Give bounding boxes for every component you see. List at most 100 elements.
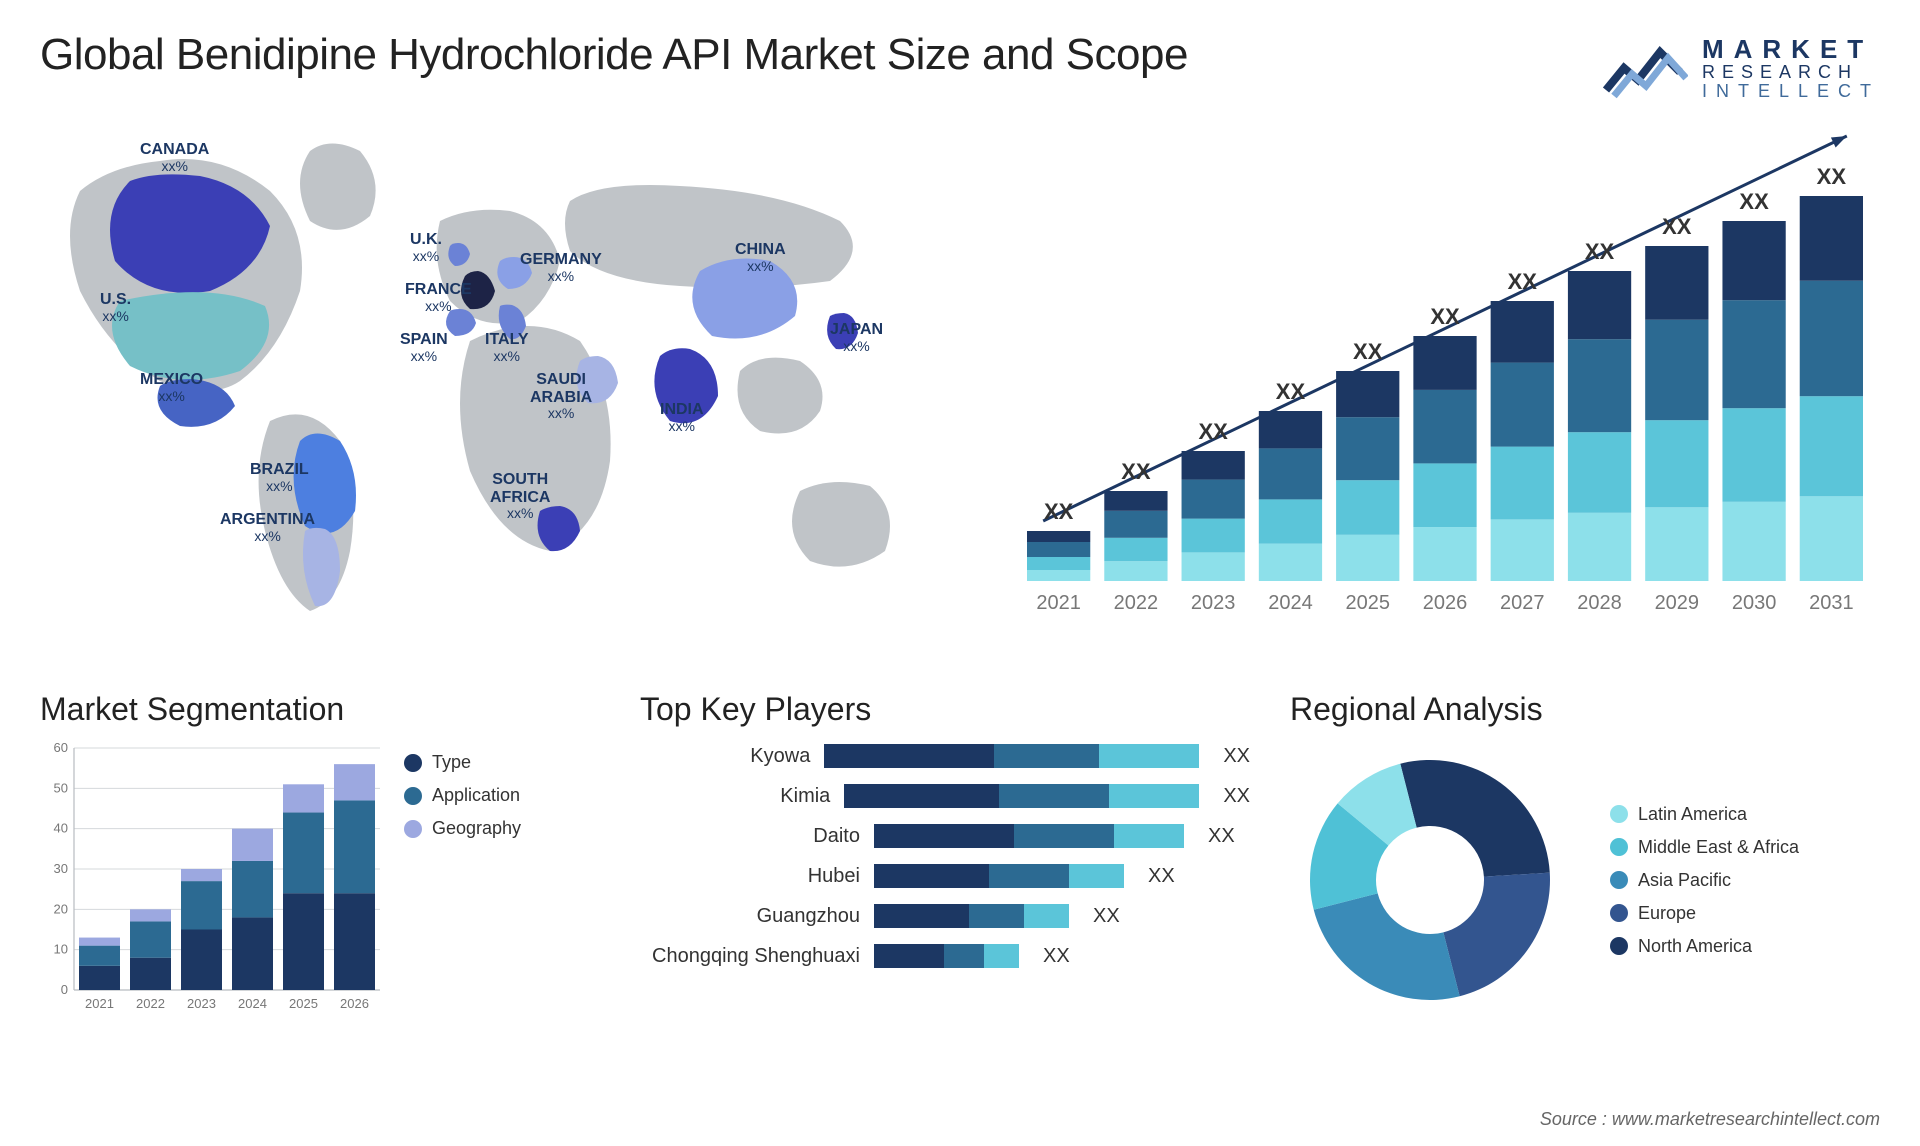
svg-text:2021: 2021 bbox=[1036, 592, 1081, 614]
svg-text:2024: 2024 bbox=[238, 996, 267, 1011]
svg-text:XX: XX bbox=[1044, 499, 1074, 524]
player-bar-segment bbox=[969, 904, 1024, 928]
svg-text:2025: 2025 bbox=[1345, 592, 1390, 614]
bottom-row: Market Segmentation 01020304050602021202… bbox=[40, 691, 1880, 1051]
players-panel: Top Key Players KyowaXXKimiaXXDaitoXXHub… bbox=[640, 691, 1250, 1051]
map-label-southafrica: SOUTHAFRICAxx% bbox=[490, 471, 550, 522]
svg-text:2023: 2023 bbox=[1191, 592, 1236, 614]
map-label-argentina: ARGENTINAxx% bbox=[220, 511, 315, 544]
regional-title: Regional Analysis bbox=[1290, 691, 1880, 728]
svg-text:2023: 2023 bbox=[187, 996, 216, 1011]
svg-text:2031: 2031 bbox=[1809, 592, 1854, 614]
svg-text:2021: 2021 bbox=[85, 996, 114, 1011]
legend-swatch bbox=[1610, 838, 1628, 856]
svg-text:XX: XX bbox=[1430, 304, 1460, 329]
svg-text:2024: 2024 bbox=[1268, 592, 1313, 614]
player-bar-segment bbox=[844, 784, 999, 808]
player-row: Guangzhou XX bbox=[640, 900, 1250, 932]
logo-text: MARKET RESEARCH INTELLECT bbox=[1702, 36, 1880, 101]
legend-swatch bbox=[404, 754, 422, 772]
map-label-germany: GERMANYxx% bbox=[520, 251, 602, 284]
svg-text:XX: XX bbox=[1662, 214, 1692, 239]
player-value: XX bbox=[1043, 945, 1070, 968]
svg-text:XX: XX bbox=[1817, 164, 1847, 189]
player-row: Chongqing Shenghuaxi XX bbox=[640, 940, 1250, 972]
regional-donut-chart bbox=[1290, 740, 1570, 1020]
map-label-india: INDIAxx% bbox=[660, 401, 704, 434]
map-label-spain: SPAINxx% bbox=[400, 331, 448, 364]
svg-text:XX: XX bbox=[1739, 189, 1769, 214]
player-bar-segment bbox=[1014, 824, 1114, 848]
source-attribution: Source : www.marketresearchintellect.com bbox=[1540, 1109, 1880, 1130]
legend-swatch bbox=[1610, 904, 1628, 922]
player-bar bbox=[844, 784, 1199, 808]
svg-text:60: 60 bbox=[54, 740, 68, 755]
world-map-panel: CANADAxx%U.S.xx%MEXICOxx%BRAZILxx%ARGENT… bbox=[40, 131, 950, 661]
player-row: KyowaXX bbox=[640, 740, 1250, 772]
player-bar bbox=[874, 864, 1124, 888]
player-row: Kimia XX bbox=[640, 780, 1250, 812]
segmentation-legend: Type Application Geography bbox=[404, 740, 521, 1020]
logo-mark-icon bbox=[1602, 38, 1688, 100]
segmentation-legend-item: Application bbox=[404, 785, 521, 806]
svg-text:2027: 2027 bbox=[1500, 592, 1545, 614]
svg-text:10: 10 bbox=[54, 942, 68, 957]
header: Global Benidipine Hydrochloride API Mark… bbox=[40, 30, 1880, 101]
player-row: DaitoXX bbox=[640, 820, 1250, 852]
player-name: Guangzhou bbox=[640, 905, 860, 928]
regional-legend-item: Middle East & Africa bbox=[1610, 837, 1799, 858]
map-label-brazil: BRAZILxx% bbox=[250, 461, 309, 494]
player-name: Chongqing Shenghuaxi bbox=[640, 945, 860, 968]
player-bar-segment bbox=[1109, 784, 1199, 808]
players-body: KyowaXXKimiaXXDaitoXXHubeiXXGuangzhouXXC… bbox=[640, 740, 1250, 972]
segmentation-bar-chart: 0102030405060202120222023202420252026 bbox=[40, 740, 380, 1020]
growth-chart-panel: XX 2021 XX 2022 XX 2023 XX 2024 XX 2025 XX 2026 XX 20… bbox=[1010, 131, 1880, 661]
map-label-china: CHINAxx% bbox=[735, 241, 786, 274]
segmentation-panel: Market Segmentation 01020304050602021202… bbox=[40, 691, 600, 1051]
player-bar-segment bbox=[984, 944, 1019, 968]
player-bar-segment bbox=[874, 944, 944, 968]
player-bar bbox=[824, 744, 1199, 768]
player-value: XX bbox=[1208, 825, 1235, 848]
map-label-canada: CANADAxx% bbox=[140, 141, 209, 174]
legend-swatch bbox=[1610, 937, 1628, 955]
segmentation-legend-item: Type bbox=[404, 752, 521, 773]
svg-text:20: 20 bbox=[54, 901, 68, 916]
player-name: Hubei bbox=[640, 865, 860, 888]
svg-text:2022: 2022 bbox=[136, 996, 165, 1011]
player-bar-segment bbox=[1069, 864, 1124, 888]
svg-text:40: 40 bbox=[54, 821, 68, 836]
regional-legend-item: Asia Pacific bbox=[1610, 870, 1799, 891]
player-bar-segment bbox=[874, 864, 989, 888]
svg-text:XX: XX bbox=[1353, 339, 1383, 364]
svg-text:XX: XX bbox=[1121, 459, 1151, 484]
svg-text:XX: XX bbox=[1508, 269, 1538, 294]
player-value: XX bbox=[1093, 905, 1120, 928]
brand-logo: MARKET RESEARCH INTELLECT bbox=[1602, 36, 1880, 101]
svg-text:2026: 2026 bbox=[1423, 592, 1468, 614]
map-label-italy: ITALYxx% bbox=[485, 331, 529, 364]
top-row: CANADAxx%U.S.xx%MEXICOxx%BRAZILxx%ARGENT… bbox=[40, 131, 1880, 661]
player-value: XX bbox=[1148, 865, 1175, 888]
legend-swatch bbox=[404, 820, 422, 838]
svg-text:2029: 2029 bbox=[1655, 592, 1700, 614]
infographic-page: Global Benidipine Hydrochloride API Mark… bbox=[0, 0, 1920, 1146]
regional-panel: Regional Analysis Latin America Middle Ea… bbox=[1290, 691, 1880, 1051]
segmentation-legend-item: Geography bbox=[404, 818, 521, 839]
player-value: XX bbox=[1223, 745, 1250, 768]
player-bar-segment bbox=[874, 904, 969, 928]
player-bar-segment bbox=[1114, 824, 1184, 848]
legend-swatch bbox=[1610, 805, 1628, 823]
growth-bar-chart: XX 2021 XX 2022 XX 2023 XX 2024 XX 2025 XX 2026 XX 20… bbox=[1010, 131, 1880, 641]
player-name: Kimia bbox=[640, 785, 830, 808]
svg-text:XX: XX bbox=[1276, 379, 1306, 404]
regional-legend-item: Latin America bbox=[1610, 804, 1799, 825]
svg-text:0: 0 bbox=[61, 982, 68, 997]
player-bar-segment bbox=[1024, 904, 1069, 928]
regional-legend-item: North America bbox=[1610, 936, 1799, 957]
player-value: XX bbox=[1223, 785, 1250, 808]
svg-text:2022: 2022 bbox=[1114, 592, 1159, 614]
player-bar-segment bbox=[944, 944, 984, 968]
page-title: Global Benidipine Hydrochloride API Mark… bbox=[40, 30, 1188, 80]
regional-legend-item: Europe bbox=[1610, 903, 1799, 924]
